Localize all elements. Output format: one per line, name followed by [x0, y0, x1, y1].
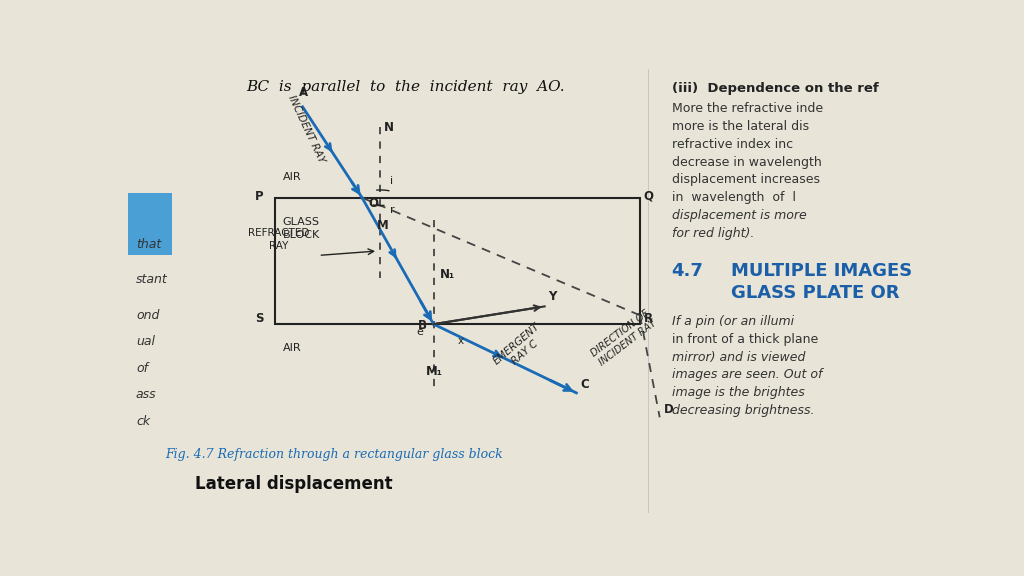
Text: AIR: AIR	[283, 343, 301, 353]
Text: N: N	[384, 121, 394, 134]
Text: images are seen. Out of: images are seen. Out of	[672, 369, 822, 381]
Text: B: B	[418, 319, 427, 332]
Text: in front of a thick plane: in front of a thick plane	[672, 333, 818, 346]
Text: C: C	[581, 378, 589, 392]
Text: of: of	[136, 362, 147, 375]
Text: r: r	[390, 205, 394, 215]
Text: D: D	[664, 403, 674, 416]
Text: (iii)  Dependence on the ref: (iii) Dependence on the ref	[672, 82, 879, 96]
Bar	[274, 198, 640, 324]
Text: A: A	[299, 86, 308, 98]
Text: stant: stant	[136, 273, 168, 286]
Bar	[128, 194, 172, 255]
Text: MULTIPLE IMAGES: MULTIPLE IMAGES	[731, 262, 912, 280]
Text: i: i	[390, 176, 393, 187]
Text: 4.7: 4.7	[672, 262, 703, 280]
Text: R: R	[644, 312, 653, 325]
Text: GLASS PLATE OR: GLASS PLATE OR	[731, 284, 900, 302]
Text: S: S	[255, 312, 263, 325]
Text: AIR: AIR	[283, 172, 301, 182]
Text: refractive index inc: refractive index inc	[672, 138, 793, 151]
Text: Q: Q	[644, 190, 654, 203]
Text: M: M	[377, 219, 388, 232]
Text: in  wavelength  of  l: in wavelength of l	[672, 191, 796, 204]
Text: displacement increases: displacement increases	[672, 173, 819, 187]
Text: mirror) and is viewed: mirror) and is viewed	[672, 351, 805, 364]
Text: M₁: M₁	[426, 365, 442, 378]
Text: ual: ual	[136, 335, 155, 348]
Text: ond: ond	[136, 309, 160, 321]
Text: BC  is  parallel  to  the  incident  ray  AO.: BC is parallel to the incident ray AO.	[247, 80, 565, 94]
Text: More the refractive inde: More the refractive inde	[672, 103, 822, 115]
Text: Y: Y	[549, 290, 557, 303]
Text: INCIDENT RAY: INCIDENT RAY	[287, 93, 327, 164]
Text: EMERGENT
RAY C: EMERGENT RAY C	[492, 321, 550, 375]
Text: ck: ck	[136, 415, 151, 428]
Text: that: that	[136, 238, 161, 251]
Text: Fig. 4.7 Refraction through a rectangular glass block: Fig. 4.7 Refraction through a rectangula…	[166, 448, 503, 461]
Text: Lateral displacement: Lateral displacement	[196, 475, 393, 493]
Text: image is the brightes: image is the brightes	[672, 386, 805, 399]
Text: displacement is more: displacement is more	[672, 209, 806, 222]
Text: e: e	[416, 327, 423, 337]
Text: REFRACTED
RAY: REFRACTED RAY	[248, 228, 309, 251]
Text: ass: ass	[136, 388, 157, 401]
Text: decreasing brightness.: decreasing brightness.	[672, 404, 814, 417]
Text: x: x	[458, 336, 464, 346]
Text: DIRECTION OF
INCIDENT RAY: DIRECTION OF INCIDENT RAY	[590, 309, 658, 368]
Text: more is the lateral dis: more is the lateral dis	[672, 120, 809, 133]
Text: If a pin (or an illumi: If a pin (or an illumi	[672, 315, 794, 328]
Text: decrease in wavelength: decrease in wavelength	[672, 156, 821, 169]
Text: N₁: N₁	[440, 268, 455, 281]
Text: for red light).: for red light).	[672, 226, 754, 240]
Text: GLASS
BLOCK: GLASS BLOCK	[283, 217, 321, 240]
Text: P: P	[255, 190, 263, 203]
Text: O: O	[369, 196, 379, 210]
